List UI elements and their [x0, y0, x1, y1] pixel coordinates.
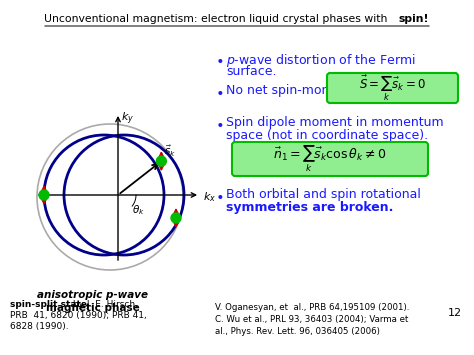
Text: $k_x$: $k_x$ — [203, 190, 216, 204]
Circle shape — [39, 190, 49, 200]
Text: symmetries are broken.: symmetries are broken. — [226, 201, 393, 214]
Text: $p$-wave distortion of the Fermi: $p$-wave distortion of the Fermi — [226, 52, 416, 69]
Text: Spin dipole moment in momentum: Spin dipole moment in momentum — [226, 116, 444, 129]
Text: anisotropic p-wave: anisotropic p-wave — [37, 290, 148, 300]
Circle shape — [156, 156, 166, 166]
Text: spin-split state: spin-split state — [10, 300, 87, 309]
Text: space (not in coordinate space).: space (not in coordinate space). — [226, 129, 428, 142]
Text: $\vec{n}_1 = \sum_k \vec{s}_k \cos\theta_k \neq 0$: $\vec{n}_1 = \sum_k \vec{s}_k \cos\theta… — [273, 144, 387, 174]
Text: $\bullet$: $\bullet$ — [215, 52, 223, 66]
Text: 6828 (1990).: 6828 (1990). — [10, 322, 69, 331]
FancyBboxPatch shape — [327, 73, 458, 103]
Text: Both orbital and spin rotational: Both orbital and spin rotational — [226, 188, 421, 201]
Text: by J. E. Hirsch,: by J. E. Hirsch, — [70, 300, 138, 309]
Text: No net spin-moment:: No net spin-moment: — [226, 84, 358, 97]
Text: $\bullet$: $\bullet$ — [215, 84, 223, 98]
Text: surface.: surface. — [226, 65, 276, 78]
Text: Unconventional magnetism: electron liquid crystal phases with: Unconventional magnetism: electron liqui… — [44, 14, 391, 24]
Text: 12: 12 — [448, 308, 462, 318]
Text: $\theta_k$: $\theta_k$ — [132, 203, 145, 217]
FancyBboxPatch shape — [232, 142, 428, 176]
Text: $\vec{s}_k$: $\vec{s}_k$ — [164, 144, 176, 159]
Circle shape — [171, 213, 181, 223]
Text: $\bullet$: $\bullet$ — [215, 188, 223, 202]
Text: PRB  41, 6820 (1990); PRB 41,: PRB 41, 6820 (1990); PRB 41, — [10, 311, 147, 320]
Text: magnetic phase: magnetic phase — [46, 303, 140, 313]
Text: $\bullet$: $\bullet$ — [215, 116, 223, 130]
Text: $\vec{S} = \sum_k \vec{s}_k = 0$: $\vec{S} = \sum_k \vec{s}_k = 0$ — [359, 73, 426, 103]
Text: V. Oganesyan, et  al., PRB 64,195109 (2001).
C. Wu et al., PRL 93, 36403 (2004);: V. Oganesyan, et al., PRB 64,195109 (200… — [215, 303, 410, 335]
Text: spin!: spin! — [399, 14, 429, 24]
Text: $k_y$: $k_y$ — [121, 111, 134, 127]
